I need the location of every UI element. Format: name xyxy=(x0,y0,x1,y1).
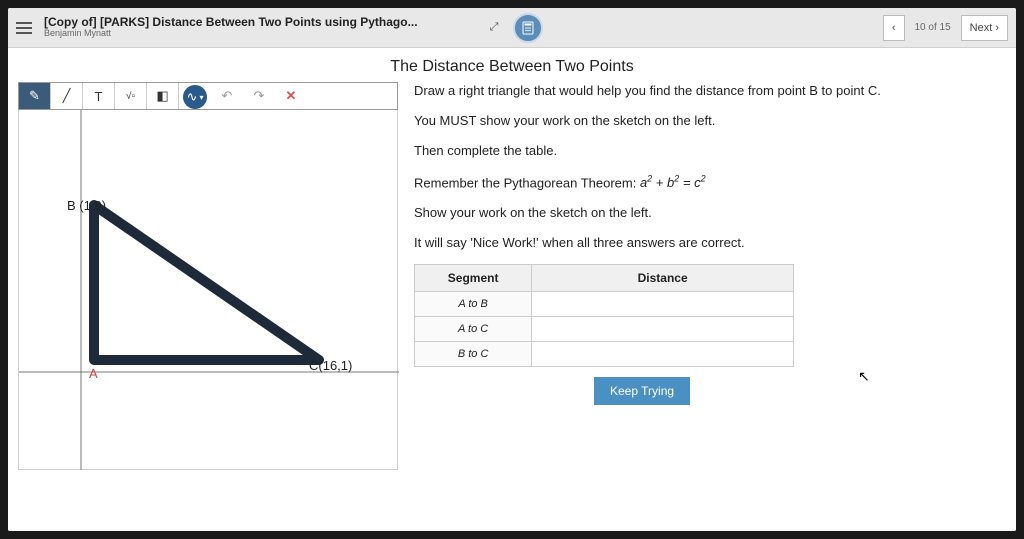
point-b-label: B (1,9) xyxy=(67,198,106,213)
instruction-line: Draw a right triangle that would help yo… xyxy=(414,82,986,100)
instruction-line: Show your work on the sketch on the left… xyxy=(414,204,986,222)
page-title: The Distance Between Two Points xyxy=(8,58,1016,76)
col-segment: Segment xyxy=(415,265,532,292)
instructions-panel: Draw a right triangle that would help yo… xyxy=(414,82,1006,405)
menu-icon[interactable] xyxy=(16,18,36,38)
chevron-down-icon: ▾ xyxy=(199,93,203,102)
table-row: A to C xyxy=(415,317,794,342)
segment-table: Segment Distance A to B A to C B to C xyxy=(414,264,794,367)
col-distance: Distance xyxy=(532,265,794,292)
instruction-theorem: Remember the Pythagorean Theorem: a2 + b… xyxy=(414,173,986,193)
cursor-icon: ↖ xyxy=(858,368,870,385)
progress-counter: 10 of 15 xyxy=(909,22,957,33)
instruction-line: It will say 'Nice Work!' when all three … xyxy=(414,234,986,252)
prev-button[interactable]: ‹ xyxy=(883,15,905,41)
distance-input[interactable] xyxy=(532,342,794,367)
segment-label: B to C xyxy=(415,342,532,367)
color-glyph: ∿ xyxy=(187,89,198,105)
distance-input[interactable] xyxy=(532,292,794,317)
eraser-tool[interactable]: ◧ xyxy=(147,83,179,109)
instruction-line: Then complete the table. xyxy=(414,142,986,160)
calculator-icon[interactable] xyxy=(513,13,543,43)
line-tool[interactable]: ╱ xyxy=(51,83,83,109)
next-button[interactable]: Next › xyxy=(961,15,1008,41)
pen-tool[interactable]: ✎ xyxy=(19,83,51,109)
assignment-title-block: [Copy of] [PARKS] Distance Between Two P… xyxy=(44,16,418,39)
segment-label: A to B xyxy=(415,292,532,317)
table-row: B to C xyxy=(415,342,794,367)
sketch-toolbar: ✎ ╱ T √▫ ◧ ∿▾ ↶ ↷ ✕ xyxy=(18,82,398,110)
point-a-label: A xyxy=(89,366,98,381)
assignment-author: Benjamin Mynatt xyxy=(44,29,418,39)
expand-icon[interactable]: ⤢ xyxy=(481,15,507,41)
feedback-badge: Keep Trying xyxy=(594,377,690,405)
distance-input[interactable] xyxy=(532,317,794,342)
text-tool[interactable]: T xyxy=(83,83,115,109)
color-tool[interactable]: ∿▾ xyxy=(183,85,207,109)
clear-button[interactable]: ✕ xyxy=(275,83,307,109)
segment-label: A to C xyxy=(415,317,532,342)
point-c-label: C(16,1) xyxy=(309,358,352,373)
sketch-svg xyxy=(19,110,399,470)
table-row: A to B xyxy=(415,292,794,317)
instruction-line: You MUST show your work on the sketch on… xyxy=(414,112,986,130)
redo-button[interactable]: ↷ xyxy=(243,83,275,109)
sqrt-tool[interactable]: √▫ xyxy=(115,83,147,109)
undo-button[interactable]: ↶ xyxy=(211,83,243,109)
sketch-canvas[interactable]: B (1,9) A C(16,1) xyxy=(18,110,398,470)
